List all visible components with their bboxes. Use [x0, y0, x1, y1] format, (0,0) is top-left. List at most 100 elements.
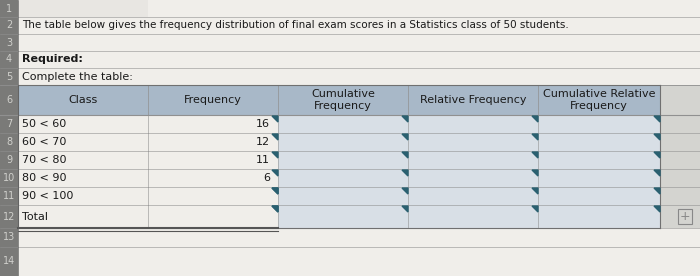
Polygon shape: [654, 188, 660, 194]
Bar: [408, 187, 538, 205]
Bar: [0, 85, 18, 115]
Bar: [148, 169, 278, 187]
Bar: [18, 228, 700, 247]
Bar: [0, 151, 18, 169]
Bar: [538, 115, 660, 133]
Text: 11: 11: [3, 191, 15, 201]
Bar: [278, 115, 408, 133]
Bar: [18, 85, 148, 115]
Polygon shape: [532, 116, 538, 122]
Polygon shape: [532, 152, 538, 158]
Bar: [278, 205, 408, 228]
Bar: [538, 85, 660, 115]
Bar: [408, 85, 538, 115]
Bar: [0, 247, 18, 276]
Polygon shape: [402, 134, 408, 140]
Bar: [18, 0, 700, 17]
Text: 12: 12: [256, 137, 270, 147]
Bar: [18, 247, 700, 276]
Text: 8: 8: [6, 137, 12, 147]
Text: 50 < 60: 50 < 60: [22, 119, 66, 129]
Text: Frequency: Frequency: [184, 95, 242, 105]
Bar: [148, 85, 278, 115]
Polygon shape: [654, 152, 660, 158]
Text: Class: Class: [69, 95, 97, 105]
Text: 90 < 100: 90 < 100: [22, 191, 74, 201]
Polygon shape: [402, 116, 408, 122]
Text: 13: 13: [3, 232, 15, 243]
Text: Cumulative Relative
Frequency: Cumulative Relative Frequency: [542, 89, 655, 111]
Text: 4: 4: [6, 54, 12, 65]
Bar: [408, 133, 538, 151]
Bar: [18, 205, 148, 228]
Bar: [538, 133, 660, 151]
Bar: [148, 151, 278, 169]
Bar: [408, 169, 538, 187]
Text: Required:: Required:: [22, 54, 83, 65]
Bar: [18, 0, 148, 17]
Text: Relative Frequency: Relative Frequency: [420, 95, 526, 105]
Polygon shape: [532, 188, 538, 194]
Text: 3: 3: [6, 38, 12, 47]
Polygon shape: [532, 206, 538, 212]
Polygon shape: [402, 188, 408, 194]
Polygon shape: [402, 206, 408, 212]
Bar: [278, 169, 408, 187]
Bar: [0, 205, 18, 228]
Text: +: +: [680, 210, 690, 223]
Polygon shape: [654, 170, 660, 176]
Polygon shape: [272, 152, 278, 158]
Text: 10: 10: [3, 173, 15, 183]
Polygon shape: [654, 134, 660, 140]
Bar: [538, 205, 660, 228]
Bar: [18, 68, 700, 85]
Bar: [278, 151, 408, 169]
Bar: [0, 187, 18, 205]
Text: 70 < 80: 70 < 80: [22, 155, 66, 165]
Polygon shape: [272, 206, 278, 212]
Bar: [0, 133, 18, 151]
Bar: [18, 151, 148, 169]
Bar: [538, 187, 660, 205]
Bar: [148, 205, 278, 228]
Text: 9: 9: [6, 155, 12, 165]
Bar: [18, 17, 700, 34]
Polygon shape: [402, 152, 408, 158]
Bar: [0, 169, 18, 187]
Polygon shape: [272, 134, 278, 140]
Bar: [148, 115, 278, 133]
Bar: [18, 34, 700, 51]
Polygon shape: [272, 170, 278, 176]
Text: 12: 12: [3, 211, 15, 222]
Bar: [278, 133, 408, 151]
Text: Cumulative
Frequency: Cumulative Frequency: [311, 89, 375, 111]
Polygon shape: [402, 170, 408, 176]
Polygon shape: [272, 188, 278, 194]
Bar: [538, 169, 660, 187]
Polygon shape: [654, 116, 660, 122]
Text: Total: Total: [22, 211, 48, 222]
Text: The table below gives the frequency distribution of final exam scores in a Stati: The table below gives the frequency dist…: [22, 20, 568, 31]
Text: 11: 11: [256, 155, 270, 165]
Text: 6: 6: [6, 95, 12, 105]
Polygon shape: [532, 170, 538, 176]
Bar: [0, 228, 18, 247]
Text: 80 < 90: 80 < 90: [22, 173, 66, 183]
Bar: [18, 51, 700, 68]
Text: 2: 2: [6, 20, 12, 31]
Bar: [278, 187, 408, 205]
Polygon shape: [654, 206, 660, 212]
Text: 60 < 70: 60 < 70: [22, 137, 66, 147]
Bar: [0, 115, 18, 133]
Text: 16: 16: [256, 119, 270, 129]
Polygon shape: [272, 116, 278, 122]
Bar: [18, 115, 148, 133]
Text: 7: 7: [6, 119, 12, 129]
Bar: [18, 187, 148, 205]
Bar: [408, 115, 538, 133]
Bar: [408, 151, 538, 169]
Bar: [148, 133, 278, 151]
Bar: [18, 169, 148, 187]
Polygon shape: [272, 206, 278, 212]
Bar: [408, 205, 538, 228]
